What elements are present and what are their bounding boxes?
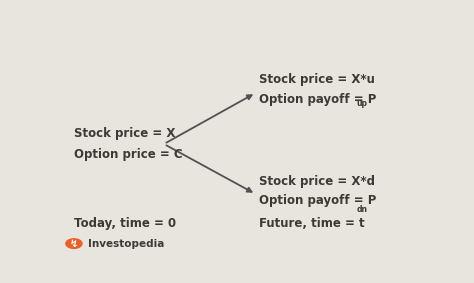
Text: Stock price = X*u: Stock price = X*u [259, 73, 375, 86]
Text: Future, time = t: Future, time = t [259, 217, 365, 230]
Text: Today, time = 0: Today, time = 0 [74, 217, 176, 230]
Text: Stock price = X*d: Stock price = X*d [259, 175, 375, 188]
Text: dn: dn [357, 205, 368, 214]
Circle shape [66, 239, 82, 248]
Text: up: up [357, 99, 368, 108]
Text: Option payoff = P: Option payoff = P [259, 93, 377, 106]
Text: Investopedia: Investopedia [88, 239, 164, 248]
Text: Stock price = X: Stock price = X [74, 127, 175, 140]
Text: Option price = C: Option price = C [74, 148, 182, 161]
Text: Option payoff = P: Option payoff = P [259, 194, 377, 207]
Text: ↯: ↯ [70, 239, 78, 248]
